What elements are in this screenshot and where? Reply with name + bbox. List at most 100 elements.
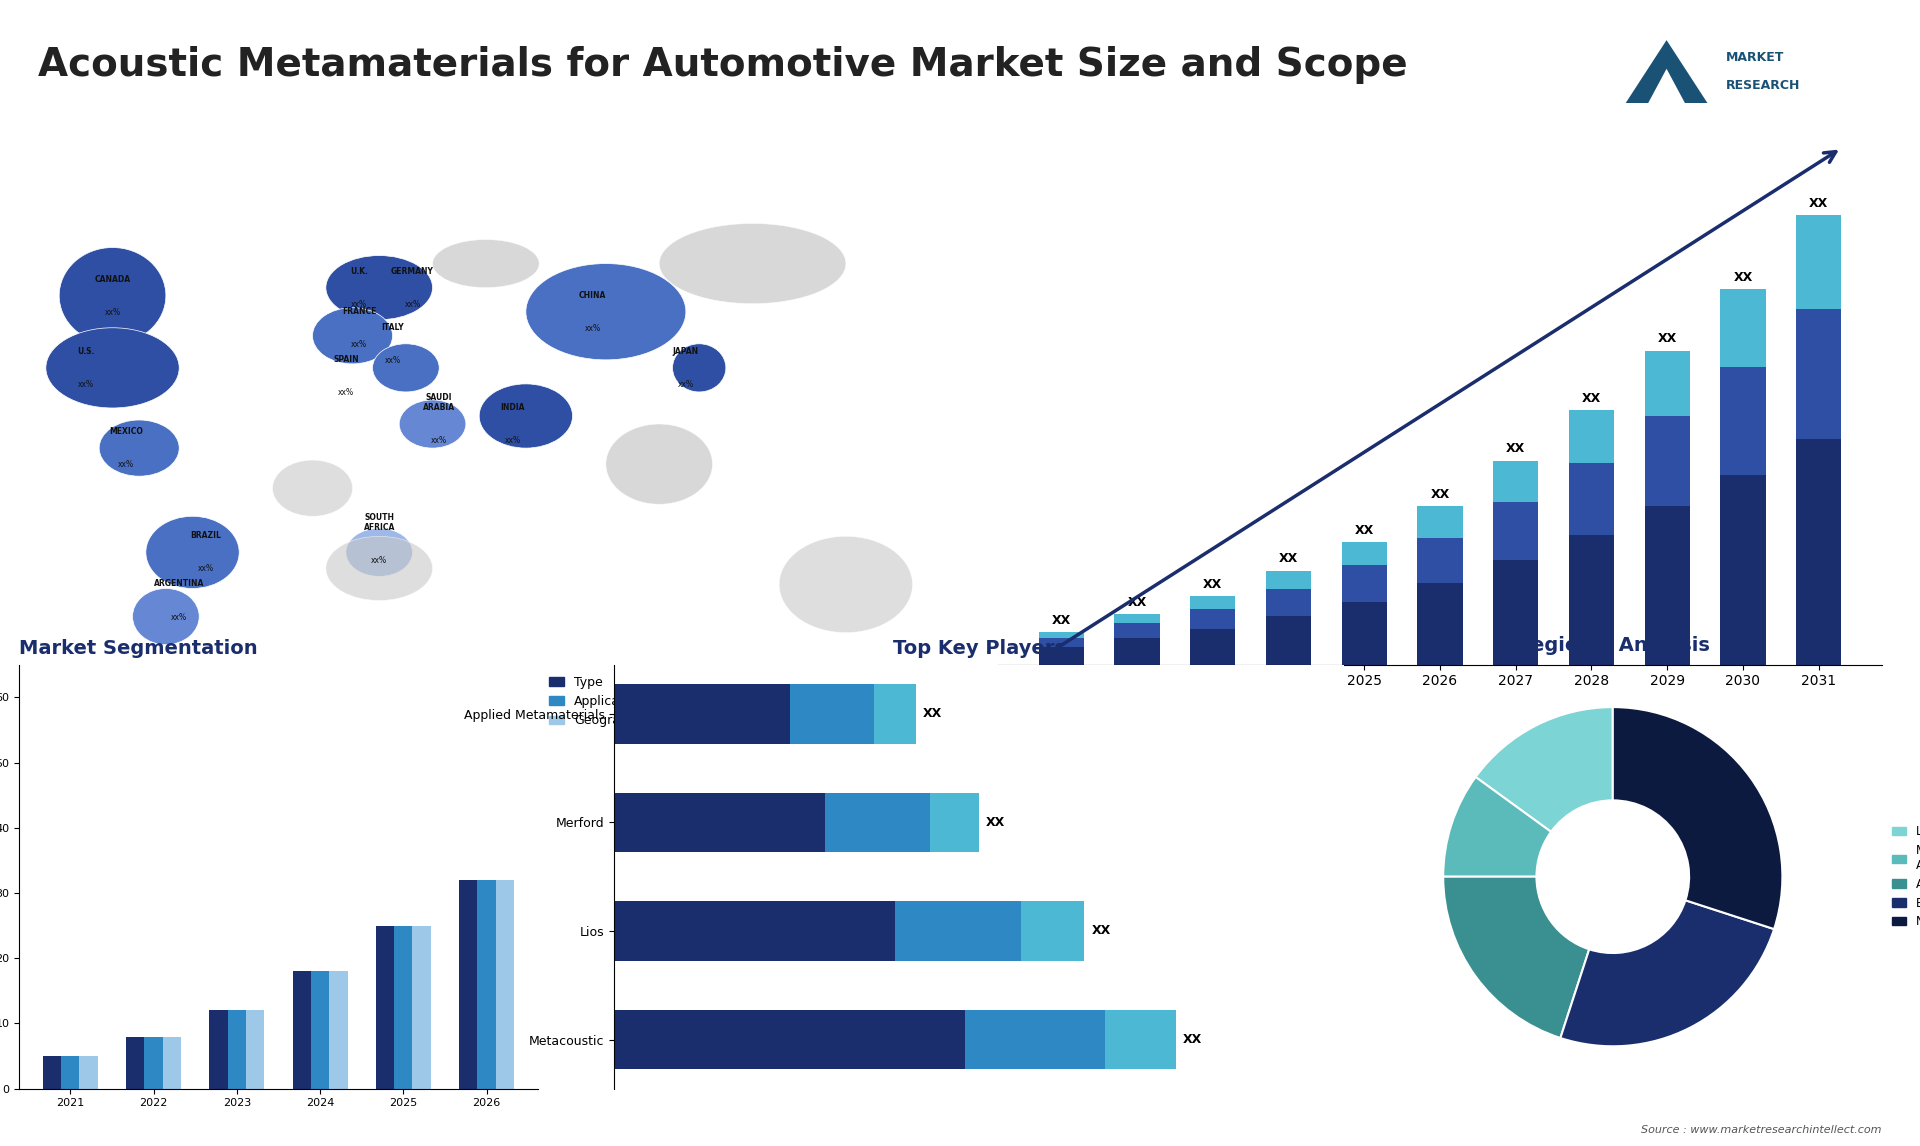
- Title: Regional Analysis: Regional Analysis: [1517, 636, 1709, 654]
- Text: xx%: xx%: [117, 461, 134, 469]
- Text: xx%: xx%: [405, 300, 420, 308]
- Bar: [966, 1010, 1106, 1069]
- Text: XX: XX: [1582, 392, 1601, 405]
- Text: XX: XX: [1052, 614, 1071, 627]
- Wedge shape: [1444, 877, 1590, 1038]
- Text: xx%: xx%: [351, 339, 367, 348]
- Text: xx%: xx%: [371, 557, 388, 565]
- Text: xx%: xx%: [198, 564, 213, 573]
- Text: JAPAN: JAPAN: [672, 347, 699, 356]
- Ellipse shape: [480, 384, 572, 448]
- Bar: [1417, 505, 1463, 539]
- Text: xx%: xx%: [584, 324, 601, 332]
- Text: MARKET: MARKET: [1726, 50, 1784, 64]
- Text: SAUDI
ARABIA: SAUDI ARABIA: [422, 393, 455, 413]
- Text: XX: XX: [1657, 332, 1676, 345]
- Polygon shape: [1619, 40, 1715, 115]
- Bar: [1190, 596, 1235, 609]
- Text: xx%: xx%: [505, 437, 520, 445]
- Text: XX: XX: [1809, 197, 1828, 210]
- Bar: [1569, 410, 1615, 463]
- Bar: [614, 793, 826, 853]
- Text: XX: XX: [1356, 524, 1375, 536]
- Legend: Type, Application, Geography: Type, Application, Geography: [543, 670, 649, 732]
- Text: xx%: xx%: [338, 387, 353, 397]
- Ellipse shape: [672, 344, 726, 392]
- Bar: [1795, 215, 1841, 309]
- Bar: [1569, 463, 1615, 535]
- Ellipse shape: [100, 421, 179, 477]
- Text: XX: XX: [1091, 925, 1110, 937]
- Bar: [1039, 633, 1085, 637]
- Ellipse shape: [526, 264, 685, 360]
- Bar: [394, 926, 413, 1089]
- Bar: [1494, 502, 1538, 560]
- Title: Top Key Players: Top Key Players: [893, 638, 1066, 658]
- Bar: [1342, 542, 1386, 565]
- Text: XX: XX: [924, 707, 943, 721]
- Text: xx%: xx%: [678, 379, 693, 388]
- Ellipse shape: [273, 460, 353, 516]
- Bar: [1795, 309, 1841, 439]
- Bar: [1645, 351, 1690, 416]
- Bar: [614, 1010, 966, 1069]
- Bar: [1645, 505, 1690, 665]
- Ellipse shape: [780, 536, 912, 633]
- Bar: [1569, 535, 1615, 665]
- Ellipse shape: [346, 528, 413, 576]
- Text: MEXICO: MEXICO: [109, 427, 142, 437]
- Bar: [895, 901, 1021, 960]
- Text: xx%: xx%: [384, 356, 401, 364]
- Bar: [1039, 646, 1085, 665]
- Bar: [1417, 539, 1463, 583]
- Bar: [311, 972, 328, 1089]
- Text: XX: XX: [1734, 270, 1753, 284]
- Bar: [1021, 901, 1085, 960]
- Bar: [1114, 623, 1160, 637]
- Bar: [478, 880, 495, 1089]
- Bar: [1795, 439, 1841, 665]
- Bar: [874, 684, 916, 744]
- Ellipse shape: [60, 248, 165, 344]
- Bar: [1417, 583, 1463, 665]
- Bar: [614, 684, 789, 744]
- Bar: [1720, 290, 1766, 367]
- Bar: [163, 1036, 180, 1089]
- Ellipse shape: [313, 307, 392, 364]
- Bar: [1720, 476, 1766, 665]
- Text: XX: XX: [1183, 1033, 1202, 1046]
- Text: Acoustic Metamaterials for Automotive Market Size and Scope: Acoustic Metamaterials for Automotive Ma…: [38, 46, 1407, 84]
- Bar: [328, 972, 348, 1089]
- Bar: [127, 1036, 144, 1089]
- Text: XX: XX: [1279, 552, 1298, 565]
- Text: U.K.: U.K.: [349, 267, 369, 276]
- Bar: [61, 1057, 79, 1089]
- Bar: [459, 880, 478, 1089]
- Text: SOUTH
AFRICA: SOUTH AFRICA: [363, 513, 396, 532]
- Text: XX: XX: [1505, 442, 1524, 455]
- Bar: [1265, 571, 1311, 589]
- Text: CANADA: CANADA: [94, 275, 131, 283]
- Bar: [1645, 416, 1690, 505]
- Bar: [1190, 609, 1235, 629]
- Text: CHINA: CHINA: [578, 291, 607, 300]
- Text: xx%: xx%: [171, 612, 188, 621]
- Text: U.S.: U.S.: [77, 347, 94, 356]
- Ellipse shape: [132, 589, 200, 644]
- Text: xx%: xx%: [351, 300, 367, 308]
- Text: XX: XX: [1127, 596, 1146, 609]
- Text: XX: XX: [1204, 578, 1223, 590]
- Bar: [228, 1011, 246, 1089]
- Bar: [246, 1011, 265, 1089]
- Ellipse shape: [326, 256, 432, 320]
- Text: BRAZIL: BRAZIL: [190, 532, 221, 540]
- Wedge shape: [1444, 777, 1551, 877]
- Text: xx%: xx%: [432, 437, 447, 445]
- Bar: [1114, 614, 1160, 623]
- Ellipse shape: [146, 516, 240, 589]
- Bar: [1114, 637, 1160, 665]
- Text: Market Segmentation: Market Segmentation: [19, 638, 257, 658]
- Bar: [144, 1036, 163, 1089]
- Text: xx%: xx%: [104, 307, 121, 316]
- Bar: [1342, 602, 1386, 665]
